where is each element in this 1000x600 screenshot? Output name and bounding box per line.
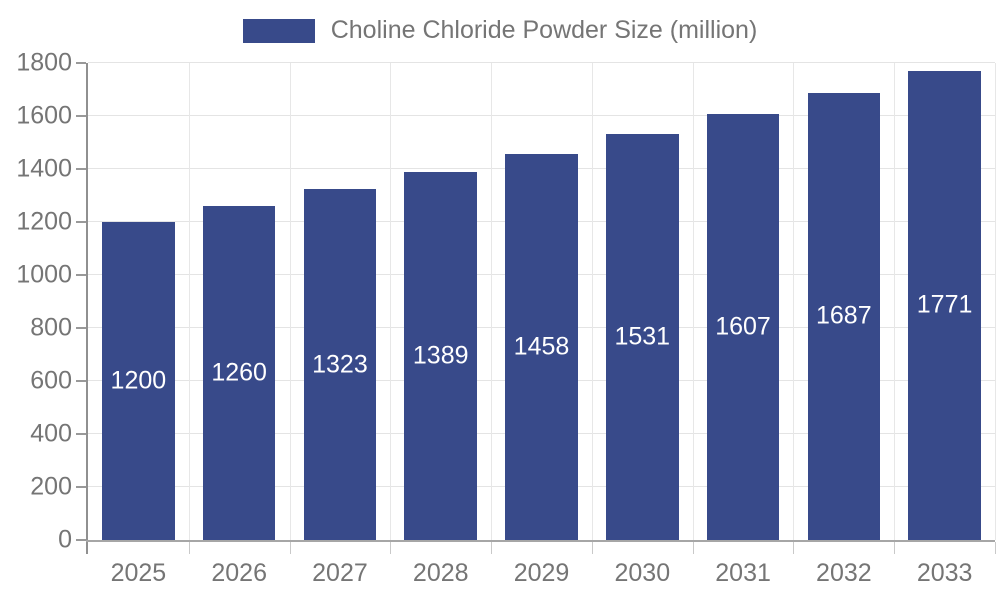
y-axis-tick — [76, 327, 86, 330]
v-gridline — [390, 63, 392, 540]
bar-value-label: 1200 — [110, 366, 167, 395]
y-tick-label: 1600 — [16, 101, 72, 130]
legend-swatch[interactable] — [242, 18, 315, 43]
x-axis-tick — [390, 542, 392, 554]
x-axis-tick — [793, 542, 795, 554]
bar-value-label: 1687 — [816, 301, 872, 330]
y-axis-tick — [76, 486, 86, 489]
y-tick-label: 400 — [30, 419, 72, 448]
x-tick-label: 2025 — [110, 559, 167, 587]
bar: 1323 — [303, 189, 377, 540]
y-tick-label: 1200 — [16, 207, 72, 236]
x-axis-tick — [491, 542, 493, 554]
v-gridline — [692, 63, 694, 540]
x-tick-label: 2032 — [816, 559, 872, 587]
x-axis-tick — [86, 542, 88, 554]
bar: 1607 — [706, 114, 780, 540]
v-gridline — [894, 63, 896, 540]
bar-value-label: 1607 — [715, 312, 771, 341]
y-axis-tick — [76, 62, 86, 64]
y-tick-label: 200 — [30, 472, 72, 501]
x-tick-label: 2031 — [715, 559, 771, 587]
x-tick-label: 2029 — [513, 559, 570, 587]
bar-value-label: 1771 — [916, 290, 973, 319]
y-axis-tick — [76, 221, 86, 224]
bar: 1687 — [807, 92, 881, 540]
y-axis-line — [86, 63, 88, 540]
bar-value-label: 1389 — [412, 341, 469, 370]
bar-value-label: 1458 — [513, 332, 570, 361]
y-axis-tick — [76, 380, 86, 383]
legend[interactable]: Choline Chloride Powder Size (million) — [0, 16, 1000, 45]
x-axis-line — [86, 540, 995, 542]
bar: 1389 — [404, 171, 477, 540]
x-tick-label: 2028 — [412, 559, 469, 587]
y-tick-label: 800 — [30, 313, 72, 342]
y-axis-tick — [76, 274, 86, 276]
bar: 1260 — [202, 206, 276, 540]
legend-label[interactable]: Choline Chloride Powder Size (million) — [330, 16, 758, 44]
x-tick-label: 2026 — [211, 559, 267, 587]
y-tick-label: 1000 — [16, 260, 72, 289]
x-axis-tick — [995, 542, 996, 554]
plot-area: 1200 1260 1323 1389 1458 1531 1607 1687 1771 — [76, 62, 996, 554]
v-gridline — [793, 63, 795, 540]
x-tick-label: 2027 — [312, 559, 368, 587]
h-gridline — [88, 62, 995, 63]
bar-value-label: 1323 — [312, 350, 368, 379]
h-gridline — [88, 115, 995, 116]
y-axis-tick — [76, 115, 86, 118]
y-axis-tick — [76, 433, 86, 436]
y-tick-label: 0 — [58, 525, 72, 554]
v-gridline — [995, 63, 996, 540]
v-gridline — [491, 63, 493, 540]
x-axis-tick — [289, 542, 291, 554]
v-gridline — [188, 63, 190, 540]
v-gridline — [289, 63, 291, 540]
y-tick-label: 600 — [30, 366, 72, 395]
bar-value-label: 1531 — [614, 322, 671, 351]
y-tick-label: 1800 — [16, 48, 72, 77]
v-gridline — [591, 63, 593, 540]
y-axis-labels: 0 200 400 600 800 1000 1200 1400 1600 1800 — [0, 50, 72, 552]
y-axis-tick — [76, 539, 86, 541]
x-axis-tick — [692, 542, 694, 554]
bar-value-label: 1260 — [211, 358, 267, 387]
bar: 1531 — [605, 134, 679, 540]
x-axis-tick — [591, 542, 593, 554]
x-tick-label: 2033 — [916, 559, 973, 587]
x-axis-tick — [894, 542, 896, 554]
bar: 1200 — [102, 222, 175, 540]
y-tick-label: 1400 — [16, 154, 72, 183]
x-axis-tick — [188, 542, 190, 554]
y-axis-tick — [76, 168, 86, 170]
x-axis-labels: 2025 2026 2027 2028 2029 2030 2031 2032 2033 — [88, 556, 995, 590]
bar: 1458 — [505, 153, 578, 540]
x-tick-label: 2030 — [614, 559, 671, 587]
bar: 1771 — [908, 70, 981, 540]
